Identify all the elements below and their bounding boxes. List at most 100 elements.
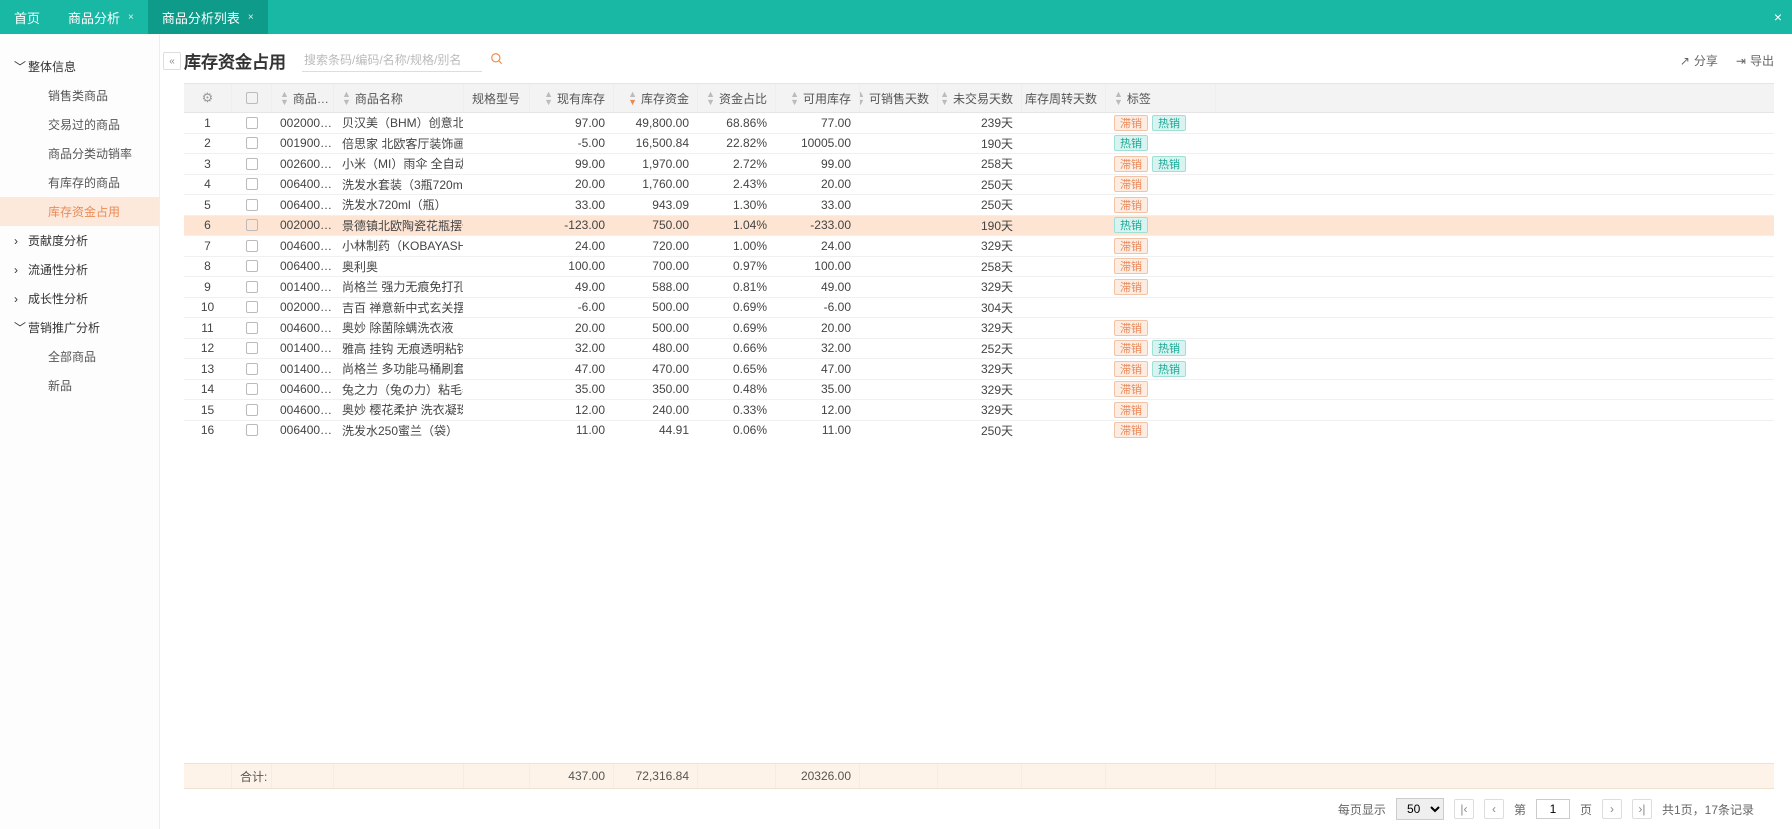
cell-notx: 304天 (938, 298, 1022, 318)
table-row[interactable]: 13001400…尚格兰 多功能马桶刷套装 卫47.00470.000.65%4… (184, 359, 1774, 380)
column-notx[interactable]: ▲▼未交易天数 (938, 84, 1022, 112)
page-next-button[interactable]: › (1602, 799, 1622, 819)
table-row[interactable]: 6002000…景德镇北欧陶瓷花瓶摆件 仿-123.00750.001.04%-… (184, 216, 1774, 237)
table-row[interactable]: 11004600…奥妙 除菌除螨洗衣液20.00500.000.69%20.00… (184, 318, 1774, 339)
sidebar-item-0-0[interactable]: 销售类商品 (0, 81, 159, 110)
sidebar-item-0-2[interactable]: 商品分类动销率 (0, 139, 159, 168)
sidebar-group-1[interactable]: ›贡献度分析 (0, 226, 159, 255)
cell-checkbox[interactable] (232, 339, 272, 359)
cell-checkbox[interactable] (232, 154, 272, 174)
cell-tags: 滞销 (1106, 421, 1216, 439)
cell-checkbox[interactable] (232, 236, 272, 256)
per-page-label: 每页显示 (1338, 801, 1386, 818)
sidebar-item-0-3[interactable]: 有库存的商品 (0, 168, 159, 197)
column-avail[interactable]: ▲▼可用库存 (776, 84, 860, 112)
export-button[interactable]: ⇥ 导出 (1736, 52, 1774, 69)
sidebar-group-4[interactable]: ﹀营销推广分析 (0, 313, 159, 342)
tag: 滞销 (1114, 402, 1148, 418)
cell-index: 9 (184, 277, 232, 297)
page-summary: 共1页，17条记录 (1662, 801, 1754, 818)
sidebar-item-0-1[interactable]: 交易过的商品 (0, 110, 159, 139)
sidebar-item-0-4[interactable]: 库存资金占用 (0, 197, 159, 226)
close-icon[interactable]: × (128, 12, 134, 23)
page-input[interactable] (1536, 799, 1570, 819)
cell-checkbox[interactable] (232, 216, 272, 236)
topbar-close-icon[interactable]: × (1774, 0, 1782, 34)
sidebar-group-0[interactable]: ﹀整体信息 (0, 52, 159, 81)
cell-checkbox[interactable] (232, 380, 272, 400)
total-label: 合计: (232, 764, 272, 788)
sidebar-item-4-0[interactable]: 全部商品 (0, 342, 159, 371)
table-row[interactable]: 14004600…兔之力（兔の力）粘毛器粘35.00350.000.48%35.… (184, 380, 1774, 401)
table-row[interactable]: 5006400…洗发水720ml（瓶）33.00943.091.30%33.00… (184, 195, 1774, 216)
cell-checkbox[interactable] (232, 421, 272, 439)
column-turn[interactable]: ▲▼库存周转天数 (1022, 84, 1106, 112)
cell-checkbox[interactable] (232, 400, 272, 420)
cell-days (860, 216, 938, 236)
page-prev-button[interactable]: ‹ (1484, 799, 1504, 819)
cell-days (860, 195, 938, 215)
column-pct[interactable]: ▲▼资金占比 (698, 84, 776, 112)
share-button[interactable]: ↗ 分享 (1680, 52, 1718, 69)
column-spec[interactable]: 规格型号 (464, 84, 530, 112)
total-stock: 437.00 (530, 764, 614, 788)
table-row[interactable]: 16006400…洗发水250蜜兰（袋）11.0044.910.06%11.00… (184, 421, 1774, 439)
cell-checkbox[interactable] (232, 113, 272, 133)
sidebar-item-4-1[interactable]: 新品 (0, 371, 159, 400)
table-row[interactable]: 2001900…倍思家 北欧客厅装饰画卧室-5.0016,500.8422.82… (184, 134, 1774, 155)
cell-turn (1022, 318, 1106, 338)
tab-0[interactable]: 首页 (0, 0, 54, 34)
column-settings[interactable]: ⚙ (184, 84, 232, 112)
cell-turn (1022, 359, 1106, 379)
column-days[interactable]: ▲▼可销售天数 (860, 84, 938, 112)
topbar: 首页商品分析×商品分析列表× × (0, 0, 1792, 34)
tag: 热销 (1114, 135, 1148, 151)
cell-index: 5 (184, 195, 232, 215)
cell-checkbox[interactable] (232, 298, 272, 318)
cell-checkbox[interactable] (232, 195, 272, 215)
table-row[interactable]: 7004600…小林制药（KOBAYASHI）日24.00720.001.00%… (184, 236, 1774, 257)
search-input[interactable] (302, 49, 482, 72)
table-row[interactable]: 10002000…吉百 禅意新中式玄关摆件客-6.00500.000.69%-6… (184, 298, 1774, 319)
cell-name: 兔之力（兔の力）粘毛器粘 (334, 380, 464, 400)
table-row[interactable]: 9001400…尚格兰 强力无痕免打孔浴室49.00588.000.81%49.… (184, 277, 1774, 298)
close-icon[interactable]: × (248, 12, 254, 23)
cell-fund: 480.00 (614, 339, 698, 359)
cell-checkbox[interactable] (232, 134, 272, 154)
cell-spec (464, 400, 530, 420)
column-code[interactable]: ▲▼商品… (272, 84, 334, 112)
per-page-select[interactable]: 50 (1396, 798, 1444, 820)
sidebar-group-2[interactable]: ›流通性分析 (0, 255, 159, 284)
cell-tags: 滞销 (1106, 175, 1216, 195)
column-name[interactable]: ▲▼商品名称 (334, 84, 464, 112)
table-row[interactable]: 3002600…小米（MI）雨伞 全自动折叠99.001,970.002.72%… (184, 154, 1774, 175)
cell-checkbox[interactable] (232, 318, 272, 338)
table-row[interactable]: 12001400…雅高 挂钩 无痕透明粘钩 强32.00480.000.66%3… (184, 339, 1774, 360)
sidebar-collapse-button[interactable]: « (163, 52, 181, 70)
sidebar-group-label: 营销推广分析 (28, 319, 100, 336)
table-row[interactable]: 4006400…洗发水套装（3瓶720ml+1）20.001,760.002.4… (184, 175, 1774, 196)
column-stock[interactable]: ▲▼现有库存 (530, 84, 614, 112)
page-first-button[interactable]: |‹ (1454, 799, 1474, 819)
sidebar-group-label: 成长性分析 (28, 290, 88, 307)
column-select-all[interactable] (232, 84, 272, 112)
cell-checkbox[interactable] (232, 359, 272, 379)
column-fund[interactable]: ▲▼库存资金 (614, 84, 698, 112)
cell-checkbox[interactable] (232, 257, 272, 277)
column-tags[interactable]: ▲▼标签 (1106, 84, 1216, 112)
cell-checkbox[interactable] (232, 175, 272, 195)
page-last-button[interactable]: ›| (1632, 799, 1652, 819)
tag: 滞销 (1114, 115, 1148, 131)
cell-spec (464, 175, 530, 195)
table-row[interactable]: 15004600…奥妙 樱花柔护 洗衣凝珠 1012.00240.000.33%… (184, 400, 1774, 421)
sidebar-group-3[interactable]: ›成长性分析 (0, 284, 159, 313)
tab-1[interactable]: 商品分析× (54, 0, 148, 34)
table-row[interactable]: 8006400…奥利奥100.00700.000.97%100.00258天滞销 (184, 257, 1774, 278)
table-row[interactable]: 1002000…贝汉美（BHM）创意北欧花97.0049,800.0068.86… (184, 113, 1774, 134)
cell-spec (464, 339, 530, 359)
cell-checkbox[interactable] (232, 277, 272, 297)
cell-index: 4 (184, 175, 232, 195)
search-icon[interactable] (490, 52, 504, 69)
tab-2[interactable]: 商品分析列表× (148, 0, 268, 34)
cell-stock: 24.00 (530, 236, 614, 256)
